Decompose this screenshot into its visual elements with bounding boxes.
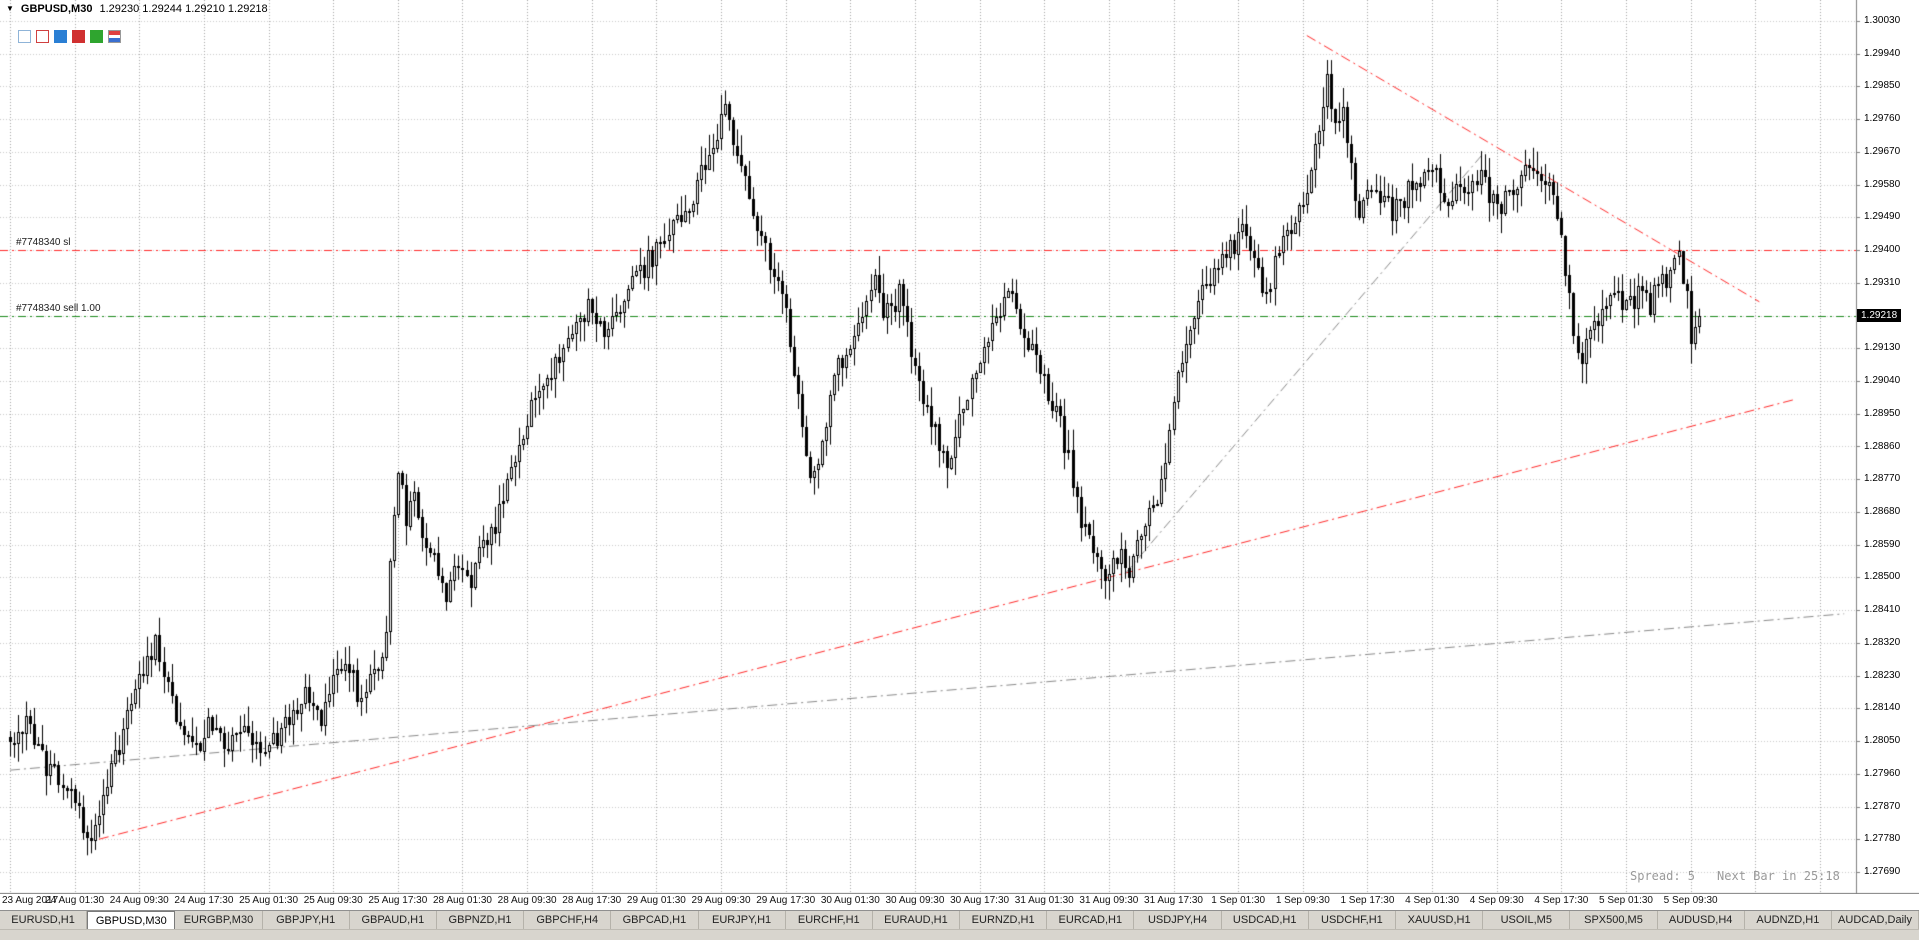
next-bar-countdown: Next Bar in 25:18 xyxy=(1717,869,1840,883)
tab-gbpjpy-h1[interactable]: GBPJPY,H1 xyxy=(263,911,350,929)
time-axis-label: 25 Aug 09:30 xyxy=(303,895,363,906)
time-axis-label: 23 Aug 2017 xyxy=(2,895,59,906)
chart-ohlc-values: 1.29230 1.29244 1.29210 1.29218 xyxy=(99,3,268,15)
time-axis-label: 4 Sep 17:30 xyxy=(1534,895,1589,906)
price-axis-label: 1.27690 xyxy=(1864,866,1901,877)
price-axis-label: 1.28770 xyxy=(1864,473,1901,485)
spread-label: Spread: 5 xyxy=(1630,869,1696,883)
tab-eurusd-h1[interactable]: EURUSD,H1 xyxy=(0,911,88,929)
tab-gbpusd-m30[interactable]: GBPUSD,M30 xyxy=(87,911,176,929)
price-axis-label: 1.27960 xyxy=(1864,767,1901,779)
time-axis-label: 4 Sep 09:30 xyxy=(1469,895,1524,906)
price-axis-label: 1.29940 xyxy=(1864,47,1901,59)
price-axis-label: 1.29040 xyxy=(1864,375,1901,387)
price-axis-label: 1.29760 xyxy=(1864,113,1901,125)
time-axis-label: 29 Aug 01:30 xyxy=(626,895,686,906)
tab-gbpaud-h1[interactable]: GBPAUD,H1 xyxy=(350,911,437,929)
time-axis-label: 5 Sep 01:30 xyxy=(1599,895,1653,906)
time-axis-label: 4 Sep 01:30 xyxy=(1405,895,1460,906)
time-axis-label: 30 Aug 09:30 xyxy=(885,895,945,906)
chart-title: ▼ GBPUSD,M30 1.29230 1.29244 1.29210 1.2… xyxy=(6,3,268,15)
price-axis-label: 1.27870 xyxy=(1864,800,1901,812)
tab-eurchf-h1[interactable]: EURCHF,H1 xyxy=(786,911,873,929)
price-axis-label: 1.28590 xyxy=(1864,538,1901,550)
swatch-green[interactable] xyxy=(90,30,103,43)
chart-symbol-label: GBPUSD,M30 xyxy=(20,3,93,15)
price-axis-label: 1.28950 xyxy=(1864,407,1901,419)
time-axis-label: 31 Aug 17:30 xyxy=(1144,895,1203,906)
time-axis-label: 24 Aug 17:30 xyxy=(174,895,234,906)
swatch-red[interactable] xyxy=(72,30,85,43)
swatch-red-outline[interactable] xyxy=(36,30,49,43)
tab-gbpnzd-h1[interactable]: GBPNZD,H1 xyxy=(437,911,525,929)
tab-xauusd-h1[interactable]: XAUUSD,H1 xyxy=(1396,911,1484,929)
price-axis-label: 1.28680 xyxy=(1864,505,1901,517)
price-chart-canvas[interactable] xyxy=(0,0,1919,894)
chart-window: ▼ GBPUSD,M30 1.29230 1.29244 1.29210 1.2… xyxy=(0,0,1919,894)
tab-eurgbp-m30[interactable]: EURGBP,M30 xyxy=(175,911,263,929)
tab-scrollbar[interactable] xyxy=(0,929,1919,940)
price-axis-label: 1.29670 xyxy=(1864,145,1901,157)
price-axis-label: 1.28050 xyxy=(1864,735,1901,747)
tab-gbpcad-h1[interactable]: GBPCAD,H1 xyxy=(611,911,699,929)
time-axis-label: 25 Aug 01:30 xyxy=(239,895,299,906)
time-axis-label: 24 Aug 09:30 xyxy=(109,895,169,906)
price-axis-label: 1.29130 xyxy=(1864,342,1901,354)
price-axis-label: 1.28860 xyxy=(1864,440,1901,452)
chart-tab-bar: EURUSD,H1 GBPUSD,M30 EURGBP,M30 GBPJPY,H1 GB… xyxy=(0,910,1919,929)
tab-usdchf-h1[interactable]: USDCHF,H1 xyxy=(1309,911,1396,929)
time-axis-label: 28 Aug 17:30 xyxy=(562,895,622,906)
price-axis-label: 1.29850 xyxy=(1864,80,1901,92)
price-axis-label: 1.27780 xyxy=(1864,833,1901,845)
swatch-blue[interactable] xyxy=(54,30,67,43)
time-axis-label: 24 Aug 01:30 xyxy=(45,895,105,906)
price-axis-label: 1.30030 xyxy=(1864,15,1901,26)
tab-audnzd-h1[interactable]: AUDNZD,H1 xyxy=(1745,911,1832,929)
tab-audcad-daily[interactable]: AUDCAD,Daily xyxy=(1832,911,1919,929)
time-axis-label: 30 Aug 17:30 xyxy=(950,895,1010,906)
tab-audusd-h4[interactable]: AUDUSD,H4 xyxy=(1658,911,1745,929)
tab-spx500-m5[interactable]: SPX500,M5 xyxy=(1570,911,1658,929)
color-swatch-toolbar xyxy=(18,30,121,43)
price-axis-label: 1.28320 xyxy=(1864,636,1901,648)
time-axis-label: 29 Aug 17:30 xyxy=(756,895,816,906)
price-axis-label: 1.29490 xyxy=(1864,211,1901,223)
tab-usdcad-h1[interactable]: USDCAD,H1 xyxy=(1222,911,1309,929)
price-axis-label: 1.28410 xyxy=(1864,604,1901,616)
time-axis-label: 5 Sep 09:30 xyxy=(1663,895,1718,906)
tab-eurjpy-h1[interactable]: EURJPY,H1 xyxy=(699,911,786,929)
time-axis-label: 1 Sep 09:30 xyxy=(1275,895,1330,906)
price-axis-label: 1.28140 xyxy=(1864,702,1901,714)
time-axis-label: 25 Aug 17:30 xyxy=(368,895,428,906)
tab-usoil-m5[interactable]: USOIL,M5 xyxy=(1483,911,1571,929)
time-axis-label: 28 Aug 09:30 xyxy=(497,895,557,906)
tab-euraud-h1[interactable]: EURAUD,H1 xyxy=(873,911,961,929)
order-line-label: #7748340 sell 1.00 xyxy=(16,303,101,315)
time-axis-label: 28 Aug 01:30 xyxy=(432,895,492,906)
time-axis-label: 1 Sep 17:30 xyxy=(1340,895,1395,906)
tab-usdjpy-h4[interactable]: USDJPY,H4 xyxy=(1134,911,1222,929)
tab-eurcad-h1[interactable]: EURCAD,H1 xyxy=(1047,911,1135,929)
time-axis[interactable]: 23 Aug 2017 24 Aug 01:30 24 Aug 09:30 24 Au… xyxy=(0,894,1919,910)
time-axis-label: 1 Sep 01:30 xyxy=(1211,895,1266,906)
time-axis-label: 31 Aug 09:30 xyxy=(1079,895,1139,906)
price-axis-label: 1.29580 xyxy=(1864,178,1901,190)
tab-eurnzd-h1[interactable]: EURNZD,H1 xyxy=(960,911,1048,929)
chart-collapse-icon[interactable]: ▼ xyxy=(6,4,14,13)
swatch-striped-flag[interactable] xyxy=(108,30,121,43)
tab-gbpchf-h4[interactable]: GBPCHF,H4 xyxy=(524,911,612,929)
price-axis-label: 1.28500 xyxy=(1864,571,1901,583)
current-price-badge: 1.29218 xyxy=(1857,309,1902,323)
time-axis-label: 31 Aug 01:30 xyxy=(1014,895,1074,906)
price-axis-label: 1.29400 xyxy=(1864,244,1901,256)
swatch-lightblue-outline[interactable] xyxy=(18,30,31,43)
price-axis-label: 1.28230 xyxy=(1864,669,1901,681)
time-axis-label: 29 Aug 09:30 xyxy=(691,895,751,906)
status-overlay: Spread: 5 Next Bar in 25:18 xyxy=(1630,869,1840,883)
price-axis-label: 1.29310 xyxy=(1864,276,1901,288)
time-axis-label: 30 Aug 01:30 xyxy=(820,895,880,906)
order-line-label: #7748340 sl xyxy=(16,237,71,249)
